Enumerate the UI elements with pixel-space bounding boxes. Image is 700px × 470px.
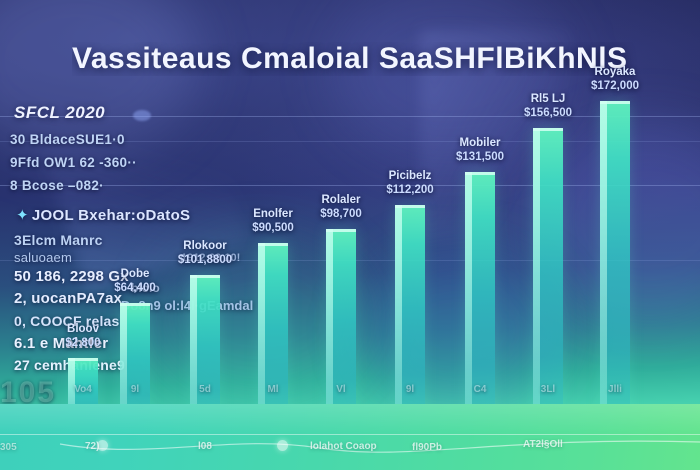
x-axis-tick-9: Jlli — [608, 384, 622, 395]
bar-label-name: Royaka — [594, 66, 636, 78]
x-axis-tick-5: Vl — [336, 384, 346, 395]
bar-cap — [465, 172, 495, 175]
bar-label-name: Rl5 LJ — [530, 93, 566, 105]
bar-label-name: Rlokoor — [183, 240, 227, 252]
axis-ghost-number: 105 — [0, 376, 57, 409]
bar-highlight-edge — [190, 275, 197, 422]
x-axis-tick-7: C4 — [473, 384, 487, 395]
bar-cap — [68, 358, 98, 361]
bar-label-3: Rlokoor $101,8800 — [163, 239, 247, 268]
bottom-band-sheen — [0, 404, 700, 434]
band-label-2: l08 — [198, 441, 212, 452]
bar-9[interactable] — [600, 101, 630, 422]
band-label-4: fl90Pb — [412, 442, 443, 453]
bar-label-name: Bloov — [67, 323, 99, 335]
ghost-tag-wide: Do8n9 ol:l4l·gEamdal — [121, 298, 254, 313]
bar-label-name: Rolaler — [321, 194, 361, 206]
stat-line-1: 30 BldaceSUE1·0 — [10, 132, 125, 147]
bar-highlight-edge — [68, 358, 75, 422]
bottom-band-rule — [0, 434, 700, 435]
bar-highlight-edge — [326, 229, 333, 422]
gridline-1 — [0, 116, 700, 117]
band-label-5: AT2l§Oll — [523, 439, 563, 450]
bar-label-6: Picibelz $112,200 — [368, 169, 452, 198]
chart-title: Vassiteaus Cmaloial SaaSHFlBiKhNlS — [72, 42, 628, 75]
bar-highlight-edge — [258, 243, 265, 422]
bar-4[interactable] — [258, 243, 288, 422]
bar-3[interactable] — [190, 275, 220, 422]
bar-cap — [190, 275, 220, 278]
stat-line-2: 9Ffd OW1 62 -360·· — [10, 155, 137, 170]
bar-highlight-edge — [600, 101, 607, 422]
gridline-annotation: 1912:09 10! — [181, 252, 241, 264]
bar-label-value: $2,800 — [65, 337, 101, 350]
bar-label-4: Enolfer $90,500 — [231, 207, 315, 236]
x-axis-tick-1: Vo4 — [74, 384, 92, 395]
bar-label-8: Rl5 LJ $156,500 — [506, 92, 590, 121]
bar-cap — [326, 229, 356, 232]
legend-heading-text: JOOL Bxehar:oDatoS — [31, 207, 191, 224]
legend-marker-icon: ✦ — [16, 207, 29, 224]
bar-highlight-edge — [120, 303, 127, 422]
bar-cap — [395, 205, 425, 208]
legend-line-2: saluoaem — [14, 250, 72, 265]
bar-label-value: $172,000 — [591, 80, 639, 93]
bar-label-value: $101,8800 — [177, 254, 233, 267]
band-edge-label: 305 — [0, 442, 17, 453]
bar-cap — [258, 243, 288, 246]
subtitle-glow-dot — [133, 110, 151, 121]
stat-line-3: 8 Bcose –082· — [10, 178, 104, 193]
bar-label-name: Mobiler — [459, 137, 501, 149]
x-axis-tick-8: 3Ll — [540, 384, 556, 395]
bar-label-value: $64,400 — [114, 282, 156, 295]
legend-line-3: 50 186, 2298 Gx — [14, 268, 129, 285]
bar-label-value: $131,500 — [456, 151, 504, 164]
band-marker-2 — [277, 440, 288, 451]
legend-line-5: 0, COOCF relas — [14, 313, 120, 329]
x-axis-tick-3: 5d — [199, 384, 211, 395]
bar-5[interactable] — [326, 229, 356, 422]
legend-line-4: 2, uocanPA7ax — [14, 290, 123, 307]
bottom-band — [0, 404, 700, 470]
bar-label-1: Bloov $2,800 — [41, 322, 125, 351]
bar-label-name: Dobe — [120, 268, 150, 280]
bar-cap — [533, 128, 563, 131]
gridline-3 — [0, 185, 700, 186]
bar-highlight-edge — [395, 205, 402, 422]
bar-7[interactable] — [465, 172, 495, 422]
legend-line-1: 3Elcm Manrc — [14, 232, 103, 248]
chart-subtitle: SFCL 2020 — [14, 103, 106, 122]
gridline-2 — [0, 141, 700, 142]
bar-label-value: $98,700 — [320, 208, 362, 221]
bar-label-7: Mobiler $131,500 — [438, 136, 522, 165]
bar-label-name: Enolfer — [253, 208, 293, 220]
x-axis-tick-2: 9l — [130, 384, 140, 395]
x-axis-tick-6: 9l — [405, 384, 415, 395]
bar-label-value: $156,500 — [524, 107, 572, 120]
ghost-tag-small: blolo — [131, 281, 160, 295]
bar-series: Bloov $2,800 Dobe $64,400 Rlokoor $101,8800 En… — [41, 65, 657, 422]
band-wave — [59, 440, 700, 453]
bar-cap — [600, 101, 630, 104]
bar-label-9: Royaka $172,000 — [573, 65, 657, 94]
bar-label-value: $90,500 — [252, 222, 294, 235]
bar-highlight-edge — [465, 172, 472, 422]
legend-line-6: 6.1 e Mahtfer — [14, 335, 109, 352]
bar-label-2: Dobe $64,400 — [93, 267, 177, 296]
bar-label-value: $112,200 — [386, 184, 434, 197]
bar-label-5: Rolaler $98,700 — [299, 193, 383, 222]
bar-6[interactable] — [395, 205, 425, 422]
legend-heading: ✦ JOOL Bxehar:oDatoS — [16, 206, 190, 224]
band-label-1: 72) — [85, 441, 100, 452]
band-label-3: lolahot Coaop — [310, 441, 377, 452]
bar-highlight-edge — [533, 128, 540, 422]
bar-2[interactable] — [120, 303, 150, 422]
bar-cap — [120, 303, 150, 306]
bar-8[interactable] — [533, 128, 563, 422]
band-marker-1 — [97, 440, 108, 451]
x-axis-tick-4: Ml — [267, 384, 279, 395]
bar-label-name: Picibelz — [388, 170, 432, 182]
